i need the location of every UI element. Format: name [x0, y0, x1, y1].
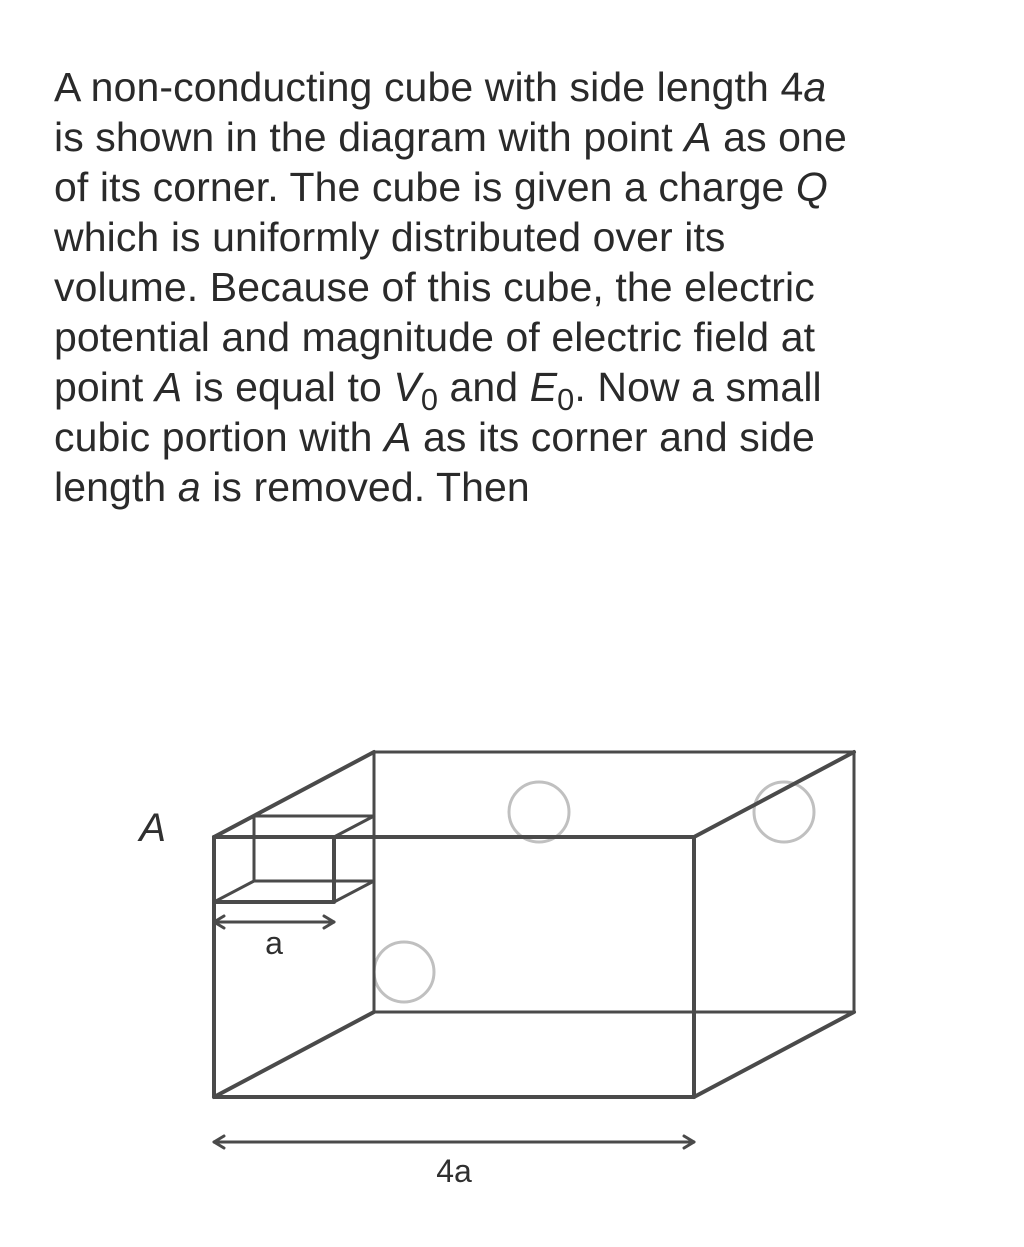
- t-l8c: as its corner and side: [412, 414, 815, 460]
- t-l7b: A: [155, 364, 182, 410]
- t-l6: potential and magnitude of electric fiel…: [54, 314, 815, 360]
- cube-diagram: a 4a A: [94, 552, 914, 1212]
- t-l2c: as one: [712, 114, 847, 160]
- svg-text:A: A: [137, 806, 166, 850]
- t-l2a: is shown in the diagram with point: [54, 114, 684, 160]
- svg-text:4a: 4a: [436, 1153, 472, 1189]
- svg-text:a: a: [265, 925, 283, 961]
- t-l2b: A: [684, 114, 711, 160]
- t-l3a: of its corner. The cube is given a charg…: [54, 164, 796, 210]
- t-l5: volume. Because of this cube, the electr…: [54, 264, 815, 310]
- t-l7g: E: [530, 364, 557, 410]
- t-l7i: . Now a small: [574, 364, 821, 410]
- t-l9a: length: [54, 464, 178, 510]
- t-l9c: is removed. Then: [201, 464, 530, 510]
- t-l1b: a: [803, 64, 826, 110]
- page-root: A non-conducting cube with side length 4…: [0, 0, 1024, 1247]
- t-l8a: cubic portion with: [54, 414, 384, 460]
- t-l7c: is equal to: [182, 364, 393, 410]
- t-l1a: A non-conducting cube with side length 4: [54, 64, 803, 110]
- t-l7e: 0: [421, 382, 438, 417]
- t-l7a: point: [54, 364, 155, 410]
- t-l7h: 0: [557, 382, 574, 417]
- t-l4: which is uniformly distributed over its: [54, 214, 726, 260]
- t-l7f: and: [438, 364, 530, 410]
- t-l3b: Q: [796, 164, 828, 210]
- t-l9b: a: [178, 464, 201, 510]
- diagram-wrap: a 4a A: [54, 552, 970, 1212]
- t-l8b: A: [384, 414, 411, 460]
- t-l7d: V: [393, 364, 420, 410]
- problem-text: A non-conducting cube with side length 4…: [54, 62, 970, 512]
